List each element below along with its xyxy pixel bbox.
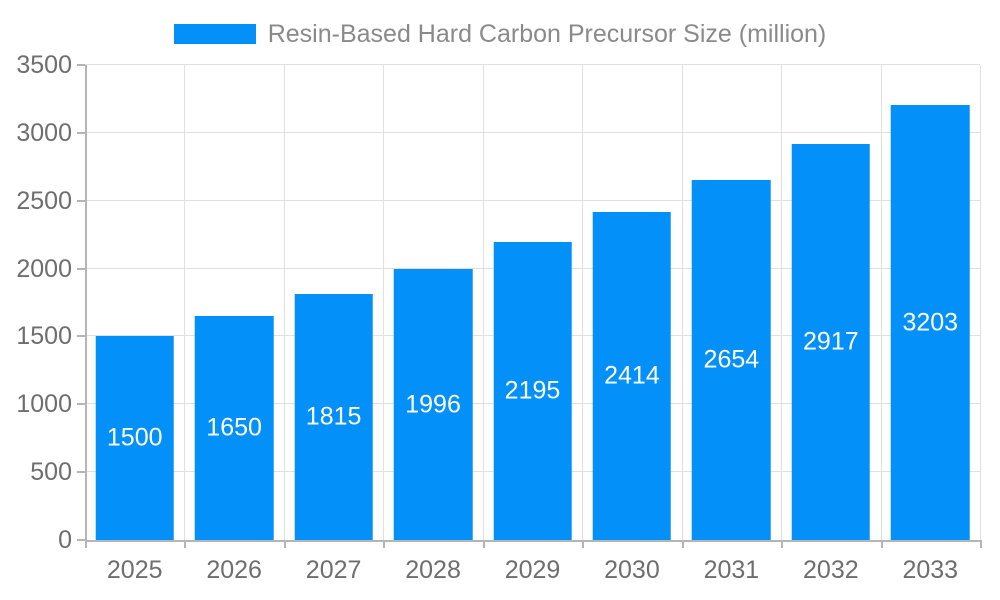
y-tick-label: 500: [30, 458, 72, 487]
y-axis-tick: [77, 471, 85, 474]
x-axis-tick: [383, 540, 386, 548]
plot-area: 1500 1650 1815 1996 2195 2414 2654 2917 3203: [85, 64, 981, 540]
x-axis-tick: [880, 540, 883, 548]
x-tick-label: 2031: [703, 556, 760, 584]
bar-value-label: 1996: [405, 390, 461, 419]
bar-2032[interactable]: 2917: [791, 144, 871, 540]
x-axis-tick: [482, 540, 485, 548]
bar-value-label: 2654: [703, 345, 760, 374]
gridline-horizontal: [85, 199, 980, 201]
gridline-vertical: [880, 65, 882, 540]
gridline-vertical: [482, 65, 484, 540]
bar-value-label: 3203: [902, 308, 959, 337]
x-axis-tick: [781, 540, 784, 548]
y-tick-label: 2000: [16, 254, 72, 283]
bar-2026[interactable]: 1650: [194, 316, 274, 540]
gridline-horizontal: [85, 64, 980, 65]
bar-value-label: 2414: [604, 361, 660, 390]
bar-2031[interactable]: 2654: [692, 179, 771, 540]
y-tick-label: 0: [58, 526, 72, 554]
x-axis-line: [85, 540, 982, 542]
y-tick-label: 1500: [16, 322, 72, 351]
legend: Resin-Based Hard Carbon Precursor Size (…: [0, 19, 1000, 49]
y-axis-tick: [77, 64, 85, 66]
x-tick-label: 2028: [405, 556, 461, 584]
bar-2025[interactable]: 1500: [95, 336, 174, 540]
gridline-horizontal: [85, 131, 980, 133]
bar-2029[interactable]: 2195: [493, 242, 572, 540]
gridline-vertical: [383, 65, 385, 540]
y-tick-label: 3500: [16, 51, 72, 79]
x-tick-label: 2027: [305, 556, 362, 584]
x-tick-label: 2033: [902, 556, 959, 584]
x-axis-tick: [681, 540, 684, 548]
bar-value-label: 2917: [803, 327, 859, 356]
bar-2033[interactable]: 3203: [890, 105, 970, 540]
y-axis-tick: [77, 131, 85, 134]
x-tick-label: 2030: [604, 556, 660, 584]
legend-swatch[interactable]: [173, 24, 256, 44]
y-tick-label: 1000: [16, 390, 72, 419]
legend-label[interactable]: Resin-Based Hard Carbon Precursor Size (…: [267, 20, 827, 48]
bar-2030[interactable]: 2414: [592, 212, 672, 540]
bar-value-label: 1650: [206, 413, 262, 442]
gridline-vertical: [781, 65, 783, 540]
y-axis-tick: [77, 403, 85, 406]
y-tick-label: 2500: [16, 186, 72, 215]
x-tick-label: 2025: [106, 556, 163, 584]
gridline-vertical: [283, 65, 285, 540]
gridline-vertical: [184, 65, 186, 540]
gridline-vertical: [980, 65, 981, 540]
bar-2027[interactable]: 1815: [294, 293, 373, 540]
x-tick-label: 2029: [504, 556, 561, 584]
y-tick-label: 3000: [16, 118, 72, 147]
y-axis-line: [85, 65, 87, 548]
bar-2028[interactable]: 1996: [393, 269, 473, 540]
x-axis-tick: [283, 540, 286, 548]
y-axis-tick: [77, 199, 85, 202]
bar-value-label: 1500: [106, 423, 163, 452]
x-tick-label: 2032: [803, 556, 859, 584]
gridline-vertical: [582, 65, 584, 540]
gridline-vertical: [681, 65, 683, 540]
y-axis-tick: [77, 539, 85, 541]
x-axis-tick: [184, 540, 187, 548]
y-axis-tick: [77, 267, 85, 270]
x-axis-tick: [980, 540, 982, 548]
bar-value-label: 1815: [305, 402, 362, 431]
x-axis-tick: [85, 540, 87, 548]
x-axis-tick: [582, 540, 585, 548]
y-axis-tick: [77, 335, 85, 338]
x-tick-label: 2026: [206, 556, 262, 584]
bar-value-label: 2195: [504, 376, 561, 405]
